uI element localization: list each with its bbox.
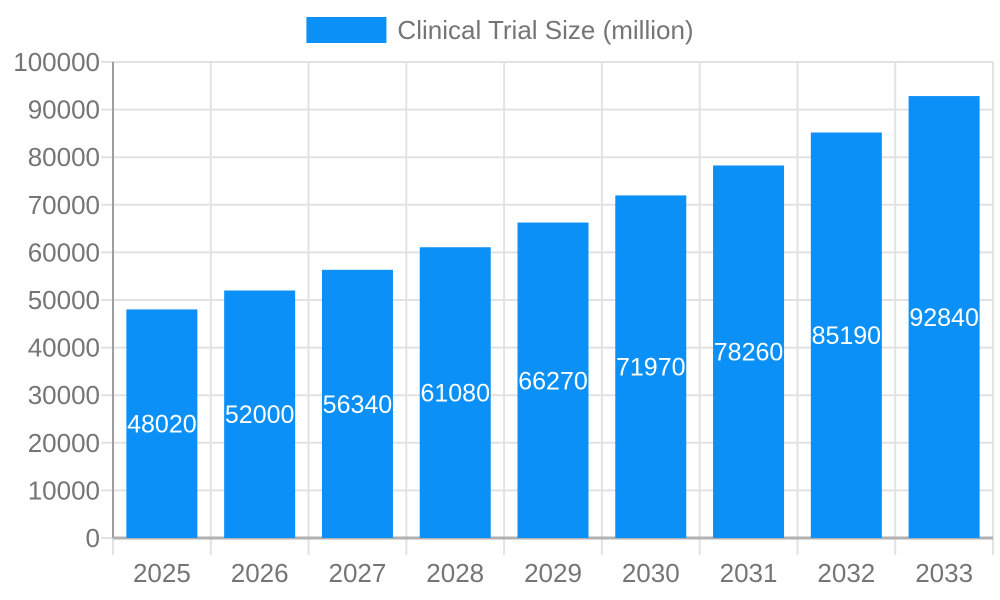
legend-label: Clinical Trial Size (million)	[397, 15, 694, 45]
x-axis-tick-label: 2026	[231, 558, 289, 588]
y-axis-tick-label: 20000	[28, 428, 100, 458]
y-axis-tick-label: 10000	[28, 475, 100, 505]
bar-2027[interactable]	[321, 269, 393, 538]
bar-2031[interactable]	[713, 165, 785, 538]
chart-legend[interactable]: Clinical Trial Size (million)	[306, 15, 694, 45]
x-axis-tick-label: 2032	[817, 558, 875, 588]
bar-2032[interactable]	[810, 132, 882, 538]
bar-value-label: 78260	[714, 339, 784, 367]
y-axis-tick-label: 50000	[28, 285, 100, 315]
y-axis-tick-label: 30000	[28, 380, 100, 410]
legend-swatch	[306, 17, 387, 43]
x-axis-tick-label: 2028	[426, 558, 484, 588]
x-axis-tick-label: 2027	[329, 558, 387, 588]
bar-2029[interactable]	[517, 222, 589, 538]
x-axis-tick-label: 2033	[915, 558, 973, 588]
bar-value-label: 71970	[616, 354, 686, 382]
x-axis-tick-label: 2030	[622, 558, 680, 588]
bar-value-label: 66270	[518, 367, 588, 395]
bar-2033[interactable]	[908, 96, 980, 538]
y-axis-tick-label: 70000	[28, 190, 100, 220]
x-axis-tick-label: 2025	[133, 558, 191, 588]
x-axis-tick-label: 2031	[720, 558, 778, 588]
x-axis-tick-label: 2029	[524, 558, 582, 588]
bar-value-label: 85190	[812, 322, 882, 350]
bar-value-label: 61080	[420, 380, 490, 408]
bar-2030[interactable]	[615, 195, 687, 539]
y-axis-tick-label: 0	[86, 523, 100, 553]
bar-2025[interactable]	[126, 309, 198, 538]
y-axis-tick-label: 80000	[28, 142, 100, 172]
y-axis-tick-label: 60000	[28, 237, 100, 267]
y-axis-tick-label: 40000	[28, 333, 100, 363]
bar-value-label: 92840	[909, 304, 979, 332]
y-axis-tick-label: 90000	[28, 95, 100, 125]
bar-2026[interactable]	[224, 290, 296, 538]
bar-2028[interactable]	[419, 247, 491, 538]
y-axis-tick-label: 100000	[13, 47, 100, 77]
bar-value-label: 52000	[225, 401, 295, 429]
bar-value-label: 48020	[127, 411, 197, 439]
bar-value-label: 56340	[323, 391, 393, 419]
